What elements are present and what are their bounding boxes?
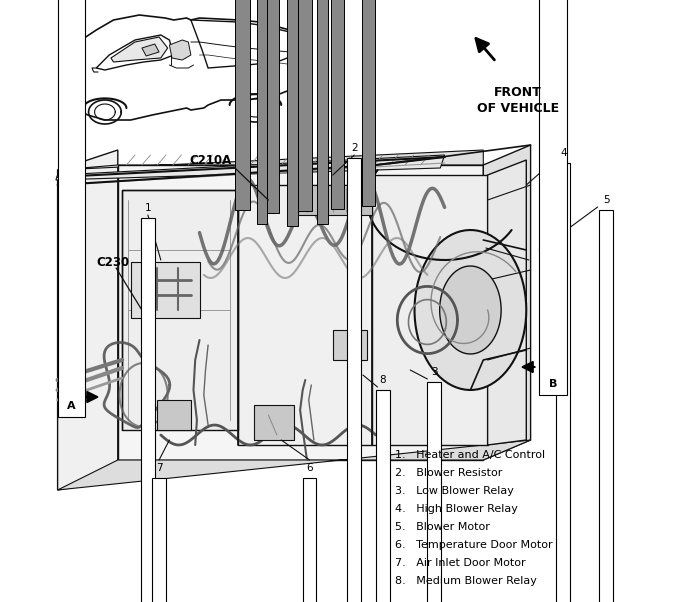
Polygon shape [57, 150, 118, 490]
Polygon shape [142, 44, 159, 56]
Text: 8.   Medium Blower Relay: 8. Medium Blower Relay [395, 576, 537, 586]
Text: 7: 7 [156, 463, 162, 473]
FancyBboxPatch shape [539, 0, 567, 395]
Polygon shape [169, 40, 191, 60]
Bar [330, 0, 344, 208]
Text: B: B [549, 379, 557, 389]
FancyBboxPatch shape [347, 158, 361, 602]
Text: FRONT
OF VEHICLE: FRONT OF VEHICLE [477, 85, 559, 114]
Polygon shape [56, 155, 445, 180]
Text: 5.   Blower Motor: 5. Blower Motor [395, 522, 490, 532]
FancyBboxPatch shape [152, 477, 166, 602]
Text: C230: C230 [97, 255, 130, 268]
Text: C210A: C210A [190, 154, 232, 167]
Text: 8: 8 [379, 375, 386, 385]
Polygon shape [118, 165, 483, 460]
Polygon shape [97, 35, 174, 70]
Polygon shape [332, 330, 368, 360]
FancyBboxPatch shape [57, 0, 85, 417]
FancyBboxPatch shape [428, 382, 441, 602]
Text: 3: 3 [431, 367, 438, 377]
FancyBboxPatch shape [141, 217, 155, 602]
Text: 3.   Low Blower Relay: 3. Low Blower Relay [395, 486, 514, 495]
Bar [287, 0, 298, 226]
Bar [257, 0, 267, 224]
Polygon shape [131, 262, 200, 318]
FancyBboxPatch shape [556, 163, 570, 602]
Polygon shape [57, 440, 531, 490]
Text: 2: 2 [351, 143, 358, 153]
Text: 4: 4 [560, 148, 566, 158]
Bar [266, 0, 279, 213]
Polygon shape [111, 37, 168, 62]
Bar [234, 0, 250, 210]
Text: A: A [67, 401, 76, 411]
Text: 5: 5 [603, 195, 610, 205]
Polygon shape [488, 160, 526, 445]
FancyBboxPatch shape [599, 209, 613, 602]
FancyBboxPatch shape [376, 389, 390, 602]
Polygon shape [440, 266, 501, 354]
Polygon shape [253, 405, 294, 440]
Text: 7.   Air Inlet Door Motor: 7. Air Inlet Door Motor [395, 558, 526, 568]
Polygon shape [122, 190, 238, 430]
Text: 4.   High Blower Relay: 4. High Blower Relay [395, 504, 518, 514]
Text: 1.   Heater and A/C Control: 1. Heater and A/C Control [395, 450, 545, 459]
FancyBboxPatch shape [302, 477, 316, 602]
Polygon shape [191, 20, 302, 68]
Text: 1: 1 [145, 203, 151, 213]
Polygon shape [157, 400, 191, 430]
Polygon shape [298, 185, 372, 215]
Text: 2.   Blower Resistor: 2. Blower Resistor [395, 468, 503, 477]
Polygon shape [483, 145, 531, 460]
Polygon shape [372, 175, 488, 445]
Bar [317, 0, 328, 224]
Polygon shape [62, 15, 312, 120]
Polygon shape [414, 230, 526, 390]
Polygon shape [238, 185, 372, 445]
Polygon shape [57, 150, 483, 170]
Bar [363, 0, 375, 206]
Text: 6: 6 [307, 463, 313, 473]
Bar [298, 0, 312, 211]
Text: 6.   Temperature Door Motor: 6. Temperature Door Motor [395, 540, 553, 550]
